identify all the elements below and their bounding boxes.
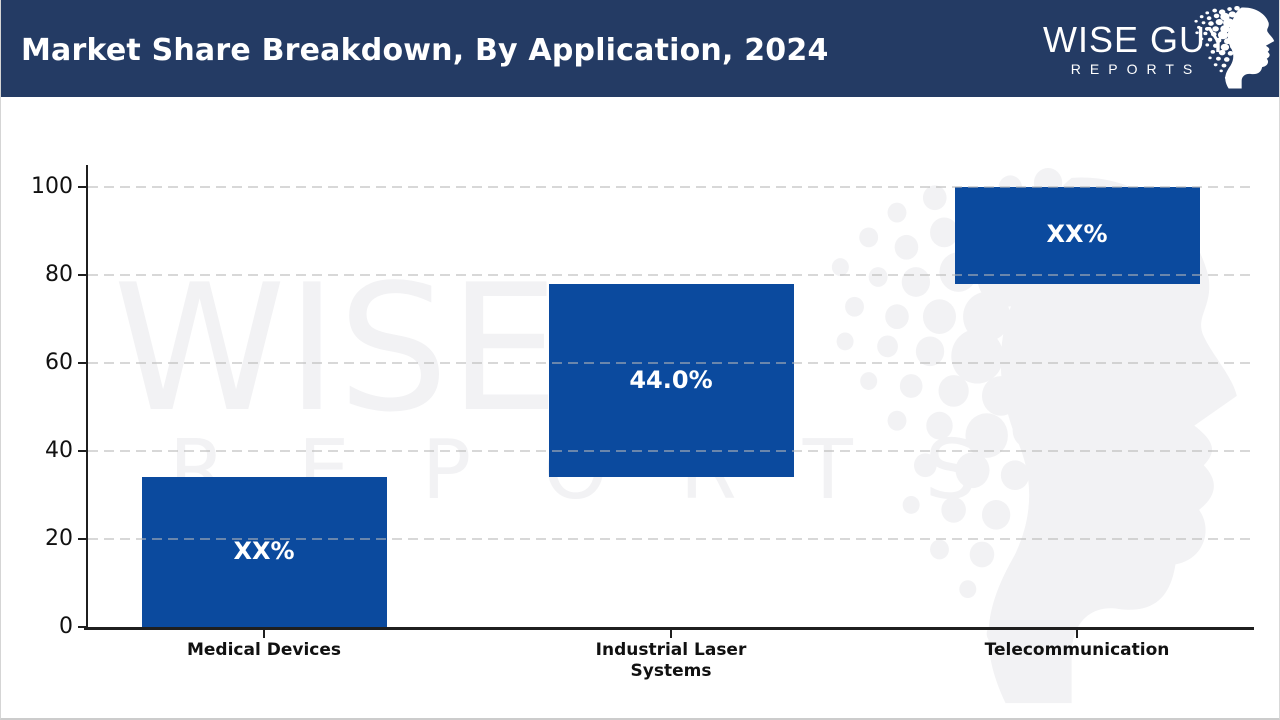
gridline — [88, 450, 1254, 452]
logo-face-icon — [1194, 6, 1275, 89]
gridline — [88, 362, 1254, 364]
gridline — [88, 538, 1254, 540]
x-category-label: Telecommunication — [984, 640, 1170, 660]
chart-bar-telecommunication — [954, 187, 1200, 284]
y-tick-label: 0 — [59, 614, 73, 639]
logo-wordmark-line2: REPORTS — [1070, 61, 1202, 77]
bar-value-label: XX% — [1046, 220, 1108, 249]
y-tick-label: 40 — [45, 438, 73, 463]
y-axis-tick — [78, 626, 87, 628]
chart-bar-industrial-laser-systems — [548, 283, 794, 478]
y-axis-tick — [78, 274, 87, 276]
y-tick-label: 20 — [45, 526, 73, 551]
chart-bar-medical-devices — [141, 477, 387, 627]
y-tick-label: 80 — [45, 262, 73, 287]
y-axis-tick — [78, 450, 87, 452]
y-tick-label: 60 — [45, 350, 73, 375]
x-axis-tick — [1076, 630, 1078, 638]
y-axis-tick — [78, 362, 87, 364]
page-title: Market Share Breakdown, By Application, … — [21, 33, 829, 68]
x-axis-tick — [263, 630, 265, 638]
gridline — [88, 186, 1254, 188]
x-category-label: Industrial Laser Systems — [595, 640, 747, 681]
watermark-wise-text: WISE — [113, 248, 560, 451]
y-tick-label: 100 — [31, 174, 73, 199]
y-axis-tick — [78, 186, 87, 188]
y-axis-line — [86, 165, 88, 629]
x-axis-line — [84, 627, 1254, 630]
bar-value-label: 44.0% — [629, 365, 713, 394]
gridline — [88, 274, 1254, 276]
bar-value-label: XX% — [233, 537, 295, 566]
x-axis-tick — [670, 630, 672, 638]
y-axis-tick — [78, 538, 87, 540]
header: Market Share Breakdown, By Application, … — [1, 0, 1279, 97]
x-category-label: Medical Devices — [186, 640, 341, 660]
